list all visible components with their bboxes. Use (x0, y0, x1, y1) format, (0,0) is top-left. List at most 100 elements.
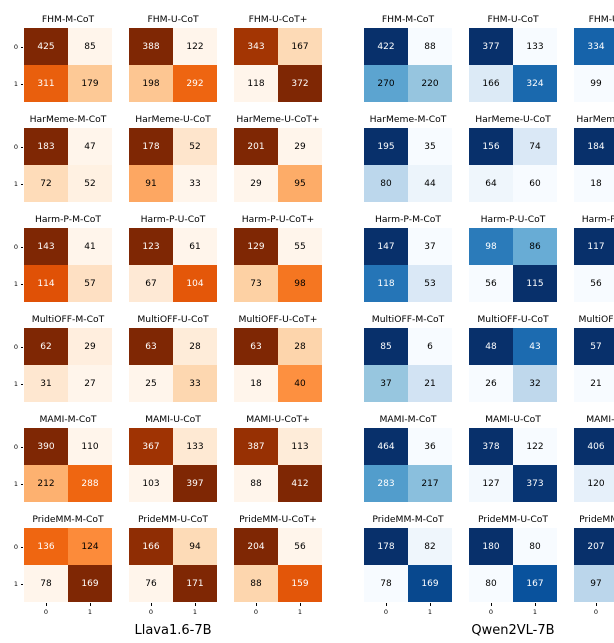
heatmap-cell: 98 (469, 228, 513, 265)
heatmap-cell: 98 (278, 265, 322, 302)
panel-title: Harm-P-M-CoT (35, 214, 101, 225)
heatmap-grid: 378 122 127 373 (469, 428, 557, 502)
panel-title: MultiOFF-U-CoT+ (238, 314, 318, 325)
heatmap-cell: 86 (513, 228, 557, 265)
heatmap-cell: 41 (68, 228, 112, 265)
heatmap-cell: 85 (68, 28, 112, 65)
panel-title: FHM-M-CoT (41, 14, 95, 25)
heatmap-cell: 53 (408, 265, 452, 302)
panel-title: PrideMM-U-CoT+ (239, 514, 317, 525)
heatmap-cell: 78 (364, 565, 408, 602)
heatmap-cell: 166 (129, 528, 173, 565)
confusion-matrix-panel: MAMI-M-CoT 390 110 212 288 (24, 414, 112, 502)
heatmap-cell: 324 (513, 65, 557, 102)
panel-title: Harm-P-U-CoT+ (581, 214, 614, 225)
heatmap-cell: 88 (234, 565, 278, 602)
confusion-matrix-panel: MultiOFF-M-CoT 85 6 37 21 (364, 314, 452, 402)
x-axis-tick-label: 1 (532, 608, 538, 616)
x-axis-tick-mark (151, 603, 152, 606)
y-axis-tick-label: 0 (13, 442, 18, 451)
panel-title: HarMeme-M-CoT (369, 114, 447, 125)
heatmap-cell: 179 (68, 65, 112, 102)
heatmap-grid: 85 6 37 21 (364, 328, 452, 402)
heatmap-cell: 73 (234, 265, 278, 302)
heatmap-grid: 63 28 18 40 (234, 328, 322, 402)
heatmap-grid: 98 86 56 115 (469, 228, 557, 302)
heatmap-cell: 288 (68, 465, 112, 502)
heatmap-cell: 133 (513, 28, 557, 65)
y-axis-tick-label: 1 (13, 579, 18, 588)
confusion-matrix-panel: Harm-P-U-CoT+ 129 55 73 98 (234, 214, 322, 302)
heatmap-cell: 55 (278, 228, 322, 265)
heatmap-cell: 18 (574, 165, 614, 202)
panel-title: MultiOFF-M-CoT (371, 314, 445, 325)
heatmap-cell: 57 (574, 328, 614, 365)
heatmap-cell: 367 (129, 428, 173, 465)
heatmap-cell: 29 (234, 165, 278, 202)
heatmap-cell: 343 (234, 28, 278, 65)
heatmap-cell: 169 (408, 565, 452, 602)
x-axis-tick-mark (300, 603, 301, 606)
heatmap-cell: 37 (364, 365, 408, 402)
heatmap-cell: 80 (364, 165, 408, 202)
x-axis-tick-label: 0 (148, 608, 154, 616)
heatmap-cell: 95 (278, 165, 322, 202)
heatmap-cell: 18 (234, 365, 278, 402)
heatmap-cell: 198 (129, 65, 173, 102)
heatmap-cell: 56 (278, 528, 322, 565)
panel-title: Harm-P-U-CoT (140, 214, 206, 225)
heatmap-grid: 123 61 67 104 (129, 228, 217, 302)
panel-title: MultiOFF-U-CoT+ (578, 314, 614, 325)
heatmap-grid: 367 133 103 397 (129, 428, 217, 502)
confusion-matrix-panel: MAMI-U-CoT+ 387 113 88 412 (234, 414, 322, 502)
heatmap-cell: 21 (574, 365, 614, 402)
heatmap-grid: 195 35 80 44 (364, 128, 452, 202)
y-axis-tick-mark (20, 183, 23, 185)
heatmap-cell: 52 (68, 165, 112, 202)
confusion-matrix-panel: HarMeme-U-CoT 156 74 64 60 (469, 114, 557, 202)
heatmap-cell: 36 (408, 428, 452, 465)
x-axis-tick-mark (46, 603, 47, 606)
confusion-matrix-panel: MAMI-M-CoT 464 36 283 217 (364, 414, 452, 502)
heatmap-cell: 103 (129, 465, 173, 502)
panel-title: FHM-U-CoT+ (588, 14, 614, 25)
heatmap-cell: 6 (408, 328, 452, 365)
x-axis-tick-mark (256, 603, 257, 606)
heatmap-grid: 422 88 270 220 (364, 28, 452, 102)
heatmap-grid: 166 94 76 171 (129, 528, 217, 602)
confusion-matrix-panel: MultiOFF-U-CoT+ 57342137 (574, 314, 614, 402)
heatmap-cell: 378 (469, 428, 513, 465)
heatmap-cell: 114 (24, 265, 68, 302)
heatmap-cell: 118 (364, 265, 408, 302)
heatmap-cell: 47 (68, 128, 112, 165)
heatmap-cell: 115 (513, 265, 557, 302)
x-axis-tick-label: 1 (87, 608, 93, 616)
y-axis-tick-label: 0 (13, 42, 18, 51)
y-axis-tick-label: 0 (13, 242, 18, 251)
y-axis-tick-label: 1 (13, 379, 18, 388)
heatmap-cell: 64 (469, 165, 513, 202)
heatmap-grid: 136 124 78 169 (24, 528, 112, 602)
heatmap-grid: 1176756115 (574, 228, 614, 302)
confusion-matrix-panel: MAMI-U-CoT 378 122 127 373 (469, 414, 557, 502)
x-axis-tick-label: 0 (593, 608, 599, 616)
heatmap-grid: 387 113 88 412 (234, 428, 322, 502)
confusion-matrix-panel: Harm-P-U-CoT+ 1176756115 (574, 214, 614, 302)
heatmap-grid: 40694120380 (574, 428, 614, 502)
heatmap-cell: 270 (364, 65, 408, 102)
heatmap-cell: 33 (173, 165, 217, 202)
panel-title: MultiOFF-M-CoT (31, 314, 105, 325)
confusion-matrix-panel: MultiOFF-U-CoT 63 28 25 33 (129, 314, 217, 402)
panel-title: PrideMM-M-CoT (372, 514, 444, 525)
panel-title: HarMeme-U-CoT (135, 114, 211, 125)
heatmap-grid: 377 133 166 324 (469, 28, 557, 102)
heatmap-cell: 311 (24, 65, 68, 102)
heatmap-cell: 377 (469, 28, 513, 65)
panel-title: MultiOFF-U-CoT (477, 314, 549, 325)
heatmap-grid: 343 167 118 372 (234, 28, 322, 102)
panel-title: Harm-P-M-CoT (375, 214, 441, 225)
heatmap-grid: 147 37 118 53 (364, 228, 452, 302)
heatmap-cell: 217 (408, 465, 452, 502)
heatmap-cell: 80 (469, 565, 513, 602)
